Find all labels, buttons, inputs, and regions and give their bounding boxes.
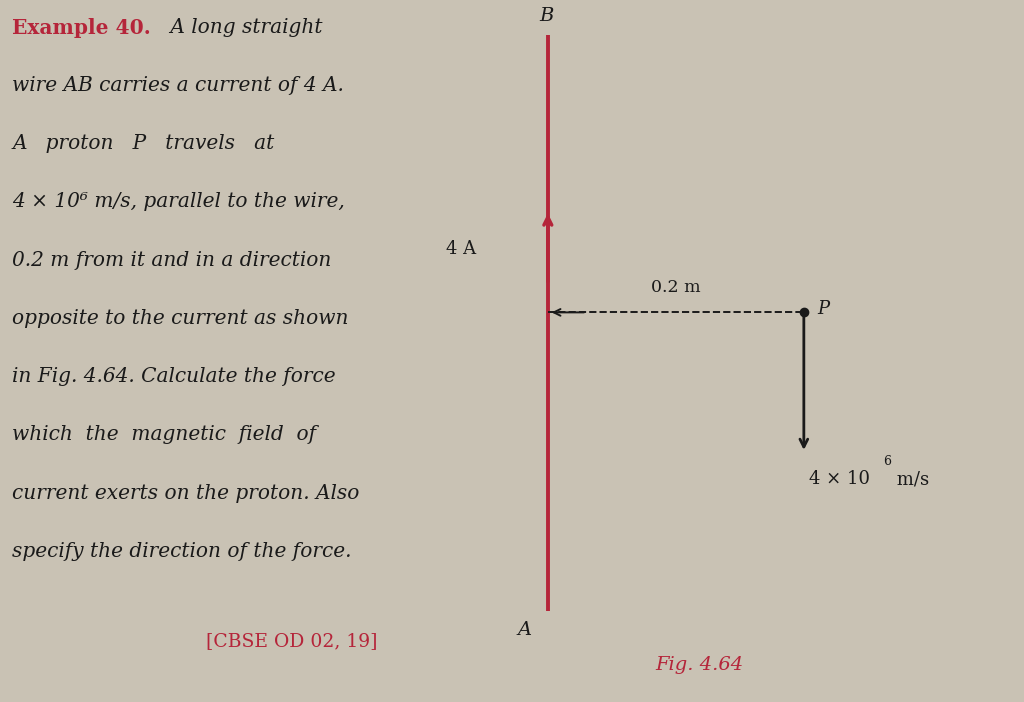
Text: specify the direction of the force.: specify the direction of the force. [12,542,352,561]
Text: Example 40.: Example 40. [12,18,151,37]
Text: A   proton   P   travels   at: A proton P travels at [12,134,274,153]
Text: current exerts on the proton. Also: current exerts on the proton. Also [12,484,359,503]
Text: opposite to the current as shown: opposite to the current as shown [12,309,349,328]
Text: in Fig. 4.64. Calculate the force: in Fig. 4.64. Calculate the force [12,367,336,386]
Text: 0.2 m from it and in a direction: 0.2 m from it and in a direction [12,251,332,270]
Text: [CBSE OD 02, 19]: [CBSE OD 02, 19] [206,632,378,650]
Text: B: B [540,6,554,25]
Text: Fig. 4.64: Fig. 4.64 [655,656,743,675]
Text: 0.2 m: 0.2 m [651,279,700,296]
Text: m/s: m/s [891,470,929,489]
Text: wire AB carries a current of 4 A.: wire AB carries a current of 4 A. [12,76,344,95]
Text: A long straight: A long straight [164,18,323,37]
Text: which  the  magnetic  field  of: which the magnetic field of [12,425,316,444]
Text: 4 A: 4 A [446,240,476,258]
Text: 6: 6 [883,455,891,468]
Text: A: A [517,621,531,640]
Text: P: P [817,300,829,318]
Text: 4 × 10⁶ m/s, parallel to the wire,: 4 × 10⁶ m/s, parallel to the wire, [12,192,345,211]
Text: 4 × 10: 4 × 10 [809,470,870,489]
